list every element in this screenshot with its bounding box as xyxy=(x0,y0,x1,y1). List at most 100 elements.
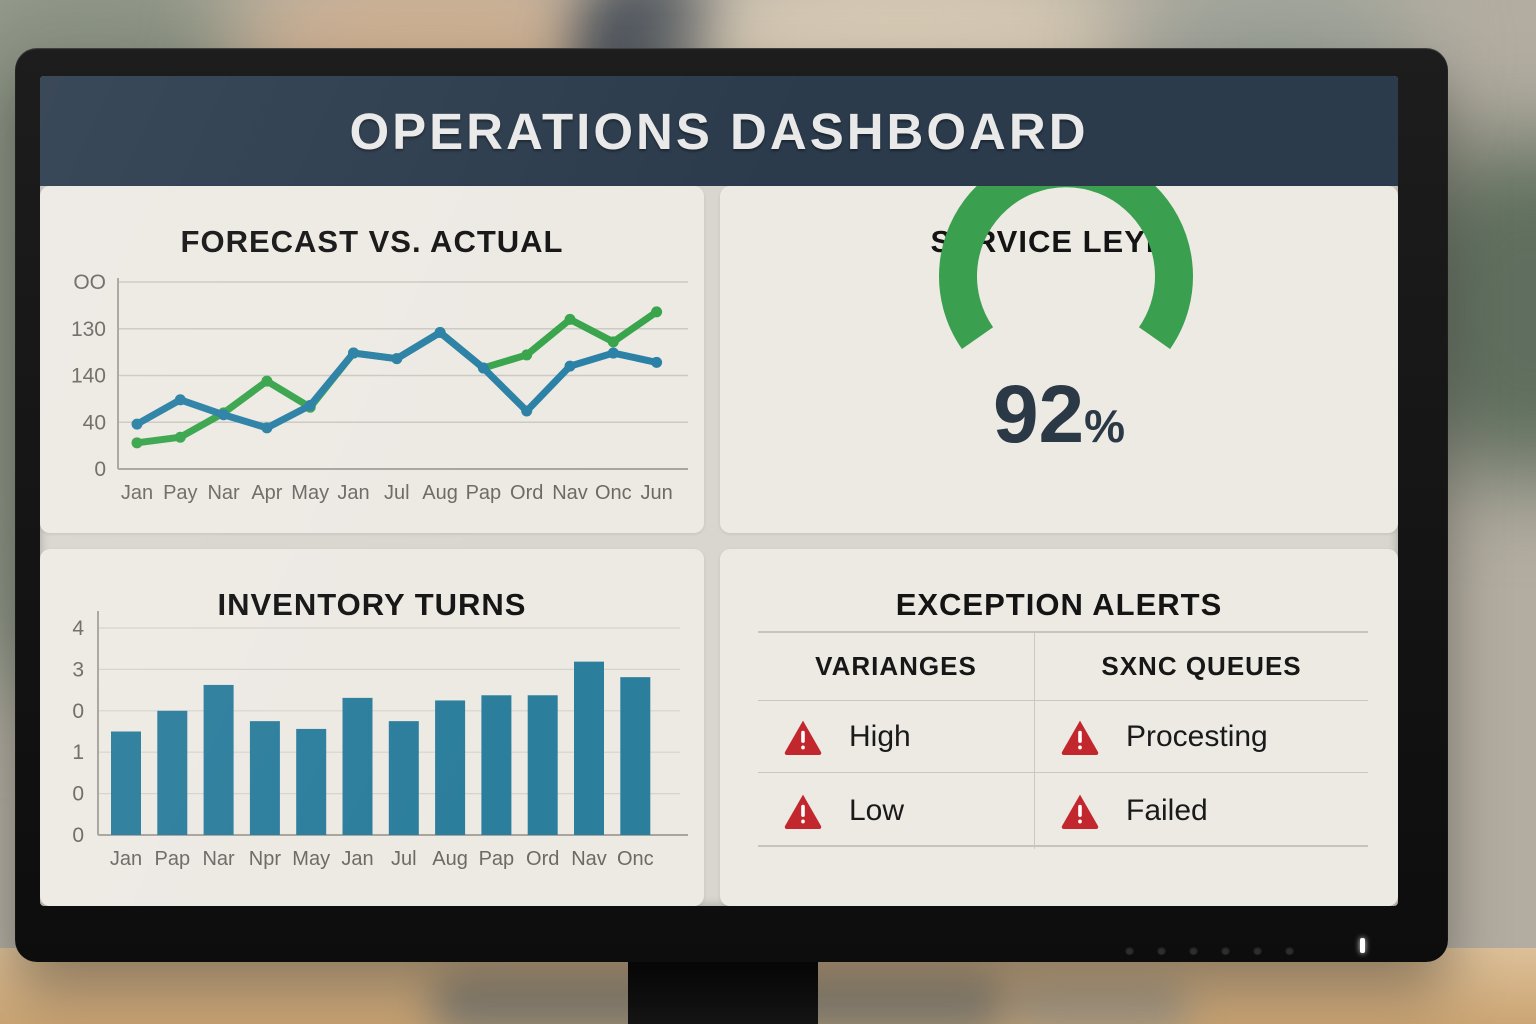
alert-label: Low xyxy=(849,794,905,827)
alert-label: Procesting xyxy=(1126,719,1268,753)
x-axis-tick-label: Jun xyxy=(640,482,672,504)
x-axis-tick-label: Onc xyxy=(617,848,654,870)
x-axis-tick-label: May xyxy=(291,482,329,504)
monitor-button[interactable] xyxy=(1285,945,1294,955)
panel-forecast-vs-actual: FORECAST VS. ACTUAL OO 130 140 40 0 Jan Pay Nar… xyxy=(40,186,704,533)
x-axis-tick-label: Nar xyxy=(207,482,240,504)
gauge-unit: % xyxy=(1084,400,1126,452)
x-axis-tick-label: Jul xyxy=(384,482,410,504)
monitor-bezel-controls xyxy=(1125,941,1425,959)
dashboard-grid: FORECAST VS. ACTUAL OO 130 140 40 0 Jan Pay Nar… xyxy=(40,186,1398,906)
monitor-button[interactable] xyxy=(1189,945,1198,955)
panel-exception-alerts: EXCEPTION ALERTS VARIANGES SXNC QUEUES H… xyxy=(720,549,1398,906)
actual-blue-point xyxy=(391,353,403,365)
panel-title: INVENTORY TURNS xyxy=(217,587,527,622)
warning-triangle-icon xyxy=(784,794,822,829)
y-axis-tick-label: OO xyxy=(73,271,106,294)
y-axis-tick-label: 3 xyxy=(72,658,84,681)
bar xyxy=(249,721,280,835)
warning-triangle-icon xyxy=(1061,720,1099,755)
warning-triangle-icon xyxy=(784,720,822,755)
y-axis-tick-label: 0 xyxy=(94,458,106,481)
actual-blue-point xyxy=(607,347,619,359)
monitor-button[interactable] xyxy=(1125,945,1134,955)
actual-blue-point xyxy=(261,422,273,434)
x-axis-tick-label: Nav xyxy=(571,848,607,870)
bar xyxy=(388,721,419,835)
y-axis-tick-label: 40 xyxy=(83,411,106,434)
actual-blue-point xyxy=(477,362,489,374)
desk-shadow xyxy=(1010,985,1190,1024)
x-axis-tick-label: Ord xyxy=(526,848,559,870)
x-axis-tick-label: Jan xyxy=(121,482,153,504)
actual-blue-point xyxy=(348,347,359,359)
actual-blue-point xyxy=(434,326,446,338)
alerts-column-header: SXNC QUEUES xyxy=(1034,633,1368,701)
x-axis-tick-label: Nav xyxy=(552,482,588,504)
x-axis-tick-label: Npr xyxy=(249,848,282,870)
x-axis-tick-label: Jan xyxy=(341,848,373,870)
y-axis-tick-label: 1 xyxy=(72,741,84,764)
actual-blue-point xyxy=(304,399,316,411)
screen: OPERATIONS DASHBOARD FORECAST VS. ACTUAL… xyxy=(40,76,1398,906)
x-axis-tick-label: Pap xyxy=(466,482,502,504)
power-led xyxy=(1360,938,1365,953)
bar xyxy=(157,710,188,835)
monitor-button[interactable] xyxy=(1253,945,1262,955)
x-axis-tick-label: Jan xyxy=(337,482,369,504)
x-axis-tick-label: Jan xyxy=(110,848,142,870)
x-axis-tick-label: May xyxy=(292,848,330,870)
bar xyxy=(574,661,604,835)
monitor-button[interactable] xyxy=(1221,945,1230,955)
forecast-green-point xyxy=(521,349,533,361)
x-axis-tick-label: Ord xyxy=(510,482,543,504)
bar xyxy=(296,728,327,835)
monitor-button[interactable] xyxy=(1157,945,1166,955)
bar xyxy=(203,684,234,835)
gauge-value: 92% xyxy=(720,374,1398,456)
forecast-line-chart: OO 130 140 40 0 Jan Pay Nar Apr May Jan Jul Aug Pap Or… xyxy=(71,271,688,504)
x-axis-tick-label: Pap xyxy=(479,848,515,870)
gauge-number: 92 xyxy=(992,369,1085,460)
alert-cell: High xyxy=(758,701,1034,773)
monitor-stand xyxy=(628,950,818,1024)
monitor: OPERATIONS DASHBOARD FORECAST VS. ACTUAL… xyxy=(15,48,1448,962)
service-level-gauge xyxy=(939,186,1193,349)
forecast-green-point xyxy=(651,306,663,318)
forecast-green-line xyxy=(133,308,661,447)
alerts-column-header: VARIANGES xyxy=(758,633,1034,701)
dashboard-header: OPERATIONS DASHBOARD xyxy=(40,76,1398,186)
forecast-green-point xyxy=(261,375,273,387)
x-axis-tick-label: Jul xyxy=(391,848,417,870)
forecast-green-point xyxy=(564,313,576,325)
actual-blue-point xyxy=(651,356,663,368)
warning-triangle-icon xyxy=(1061,794,1099,829)
y-axis-tick-label: 130 xyxy=(71,318,106,341)
actual-blue-point xyxy=(174,394,186,406)
x-axis-tick-label: Onc xyxy=(595,482,632,504)
alert-cell: Procesting xyxy=(1034,701,1368,773)
panel-title: EXCEPTION ALERTS xyxy=(895,587,1223,622)
alert-label: High xyxy=(849,719,911,753)
x-axis-tick-label: Pap xyxy=(155,848,191,870)
alert-cell: Low xyxy=(758,773,1034,849)
forecast-green-point xyxy=(131,437,143,449)
bar xyxy=(481,695,512,835)
gauge-arc xyxy=(939,186,1193,349)
bar xyxy=(435,700,466,835)
x-axis-tick-label: Nar xyxy=(202,848,235,870)
alert-cell: Failed xyxy=(1034,773,1368,849)
panel-inventory-turns: INVENTORY TURNS 4 3 0 1 0 0 Jan Pap Nar Npr May Jan… xyxy=(40,549,704,906)
page-title: OPERATIONS DASHBOARD xyxy=(349,102,1089,160)
bar xyxy=(342,697,373,835)
actual-blue-point xyxy=(564,360,576,372)
panel-title: FORECAST VS. ACTUAL xyxy=(180,224,564,259)
y-axis-tick-label: 140 xyxy=(71,365,106,388)
y-axis-tick-label: 0 xyxy=(72,824,84,847)
x-axis-tick-label: Apr xyxy=(251,482,282,504)
alert-label: Failed xyxy=(1126,794,1208,827)
panel-service-level: SERVICE LEYEL 92% xyxy=(720,186,1398,533)
inventory-bar-chart: 4 3 0 1 0 0 Jan Pap Nar Npr May Jan Jul Aug Pap Ord Nav O… xyxy=(72,611,688,870)
bar xyxy=(620,677,651,835)
x-axis-tick-label: Pay xyxy=(163,482,197,504)
